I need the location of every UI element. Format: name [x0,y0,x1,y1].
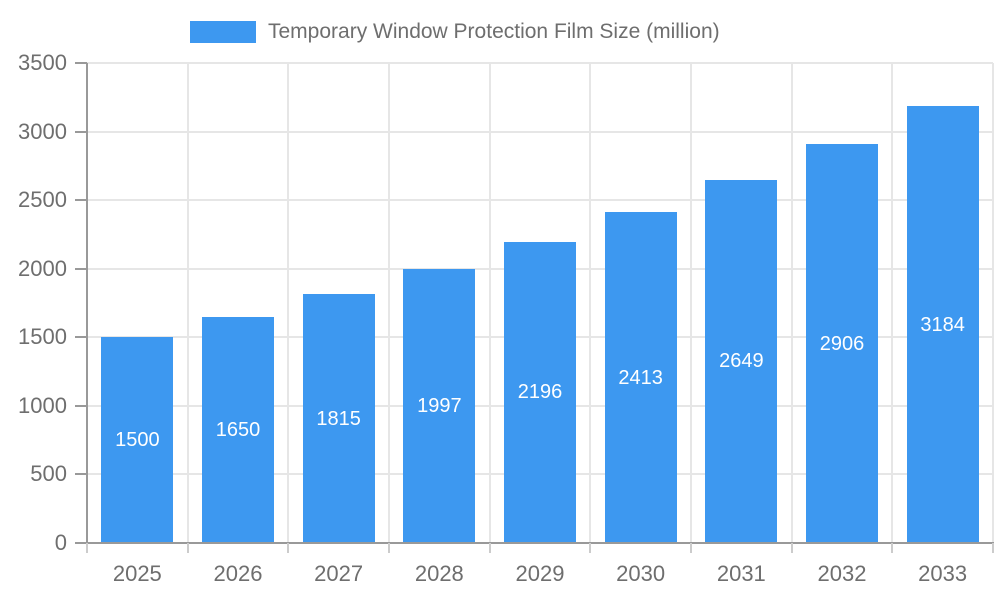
y-axis-tick [75,336,87,339]
x-axis-tick [388,543,390,553]
y-axis-label: 0 [54,530,67,555]
y-axis-line [86,63,88,543]
gridline-vertical [287,63,290,543]
x-axis-label: 2030 [616,561,666,586]
x-axis-tick [287,543,290,553]
x-axis-tick [891,543,894,553]
legend-swatch-icon [190,21,256,43]
bar-2025[interactable] [101,337,174,543]
x-axis-label: 2032 [817,561,867,586]
x-axis-tick [488,543,491,553]
x-axis-label: 2028 [414,561,464,586]
x-axis-label: 2025 [112,561,162,586]
x-axis-tick [86,543,88,553]
y-axis-label: 2000 [18,255,67,281]
x-axis-tick [992,543,994,553]
x-axis-label: 2031 [716,561,766,586]
bar-2027[interactable] [302,294,375,543]
x-axis-line [86,542,994,544]
y-axis-tick [75,404,87,407]
gridline-vertical [388,63,390,543]
bar-2032[interactable] [806,144,878,543]
y-axis-label: 1500 [18,324,67,350]
y-axis-label: 3500 [18,50,67,75]
gridline-horizontal [87,130,993,133]
y-axis-tick [75,130,87,133]
y-axis-tick [75,62,87,64]
x-axis-label: 2029 [515,561,565,586]
gridline-vertical [186,63,189,543]
x-axis-tick [790,543,793,553]
x-axis-label: 2033 [918,561,968,586]
y-axis-label: 3000 [18,118,67,144]
bar-2031[interactable] [705,179,778,543]
bar-2029[interactable] [504,241,576,543]
gridline-vertical [488,63,491,543]
bar-2030[interactable] [604,212,677,543]
bar-2033[interactable] [906,106,979,543]
gridline-vertical [790,63,793,543]
bar-2026[interactable] [202,316,274,543]
gridline-vertical [690,63,692,543]
y-axis-tick [75,267,87,270]
x-axis-tick [690,543,692,553]
x-axis-label: 2026 [213,561,263,586]
bar-2028[interactable] [403,269,476,543]
y-axis-label: 500 [30,461,67,487]
y-axis-tick [75,473,87,476]
y-axis-tick [75,199,87,202]
gridline-vertical [589,63,592,543]
x-axis-tick [186,543,189,553]
gridline-vertical [891,63,894,543]
y-axis-tick [75,542,87,544]
y-axis-label: 2500 [18,187,67,213]
gridline-vertical [992,63,994,543]
x-axis-label: 2027 [314,561,364,586]
gridline-horizontal [87,62,993,64]
gridline-horizontal [87,199,993,202]
legend-label: Temporary Window Protection Film Size (m… [268,20,720,43]
legend-item[interactable]: Temporary Window Protection Film Size (m… [190,19,720,45]
x-axis-tick [589,543,592,553]
y-axis-label: 1000 [18,392,67,418]
